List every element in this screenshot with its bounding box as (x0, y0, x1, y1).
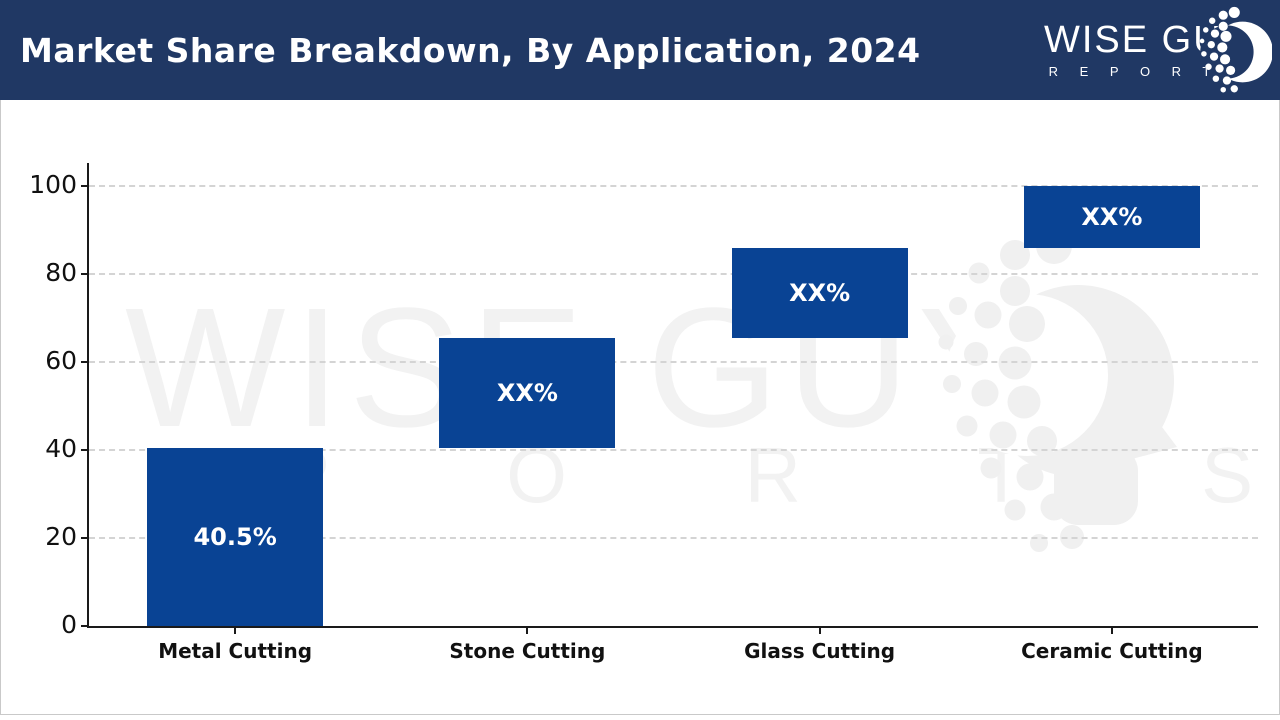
y-axis-line (87, 163, 89, 628)
y-tick-label: 100 (29, 170, 77, 199)
gridline-40 (89, 449, 1258, 451)
bar-value-label: XX% (496, 378, 558, 407)
gridline-100 (89, 185, 1258, 187)
y-tick-mark (81, 185, 89, 187)
category-label-glass-cutting: Glass Cutting (744, 639, 896, 663)
bar-value-label: XX% (1081, 202, 1143, 231)
bar-value-label: XX% (789, 278, 851, 307)
gridline-20 (89, 537, 1258, 539)
x-tick-mark (234, 626, 237, 634)
y-tick-label: 20 (45, 522, 77, 551)
y-tick-label: 60 (45, 346, 77, 375)
y-tick-label: 80 (45, 258, 77, 287)
y-tick-mark (81, 449, 89, 451)
watermark-head-icon (938, 228, 1177, 552)
header: Market Share Breakdown, By Application, … (0, 0, 1280, 100)
y-tick-label: 0 (61, 610, 77, 639)
category-label-stone-cutting: Stone Cutting (449, 639, 606, 663)
y-tick-mark (81, 361, 89, 363)
x-axis-line (87, 626, 1258, 628)
y-tick-mark (81, 537, 89, 539)
category-label-ceramic-cutting: Ceramic Cutting (1021, 639, 1203, 663)
logo-subtext: R E P O R T S (1048, 64, 1250, 79)
logo-head-icon (1199, 6, 1272, 93)
bar-value-label: 40.5% (193, 522, 277, 551)
chart-title: Market Share Breakdown, By Application, … (20, 30, 921, 70)
x-tick-mark (526, 626, 529, 634)
bar-glass-cutting: XX% (731, 247, 908, 338)
x-tick-mark (1110, 626, 1113, 634)
bar-ceramic-cutting: XX% (1023, 186, 1200, 248)
gridline-80 (89, 273, 1258, 275)
y-tick-mark (81, 273, 89, 275)
bar-stone-cutting: XX% (439, 337, 616, 448)
gridline-60 (89, 361, 1258, 363)
y-tick-label: 40 (45, 434, 77, 463)
category-label-metal-cutting: Metal Cutting (158, 639, 313, 663)
wiseguy-logo: WISE GUY R E P O R T S (1016, 6, 1272, 96)
bar-metal-cutting: 40.5% (147, 447, 324, 626)
x-tick-mark (818, 626, 821, 634)
y-tick-mark (81, 625, 89, 627)
